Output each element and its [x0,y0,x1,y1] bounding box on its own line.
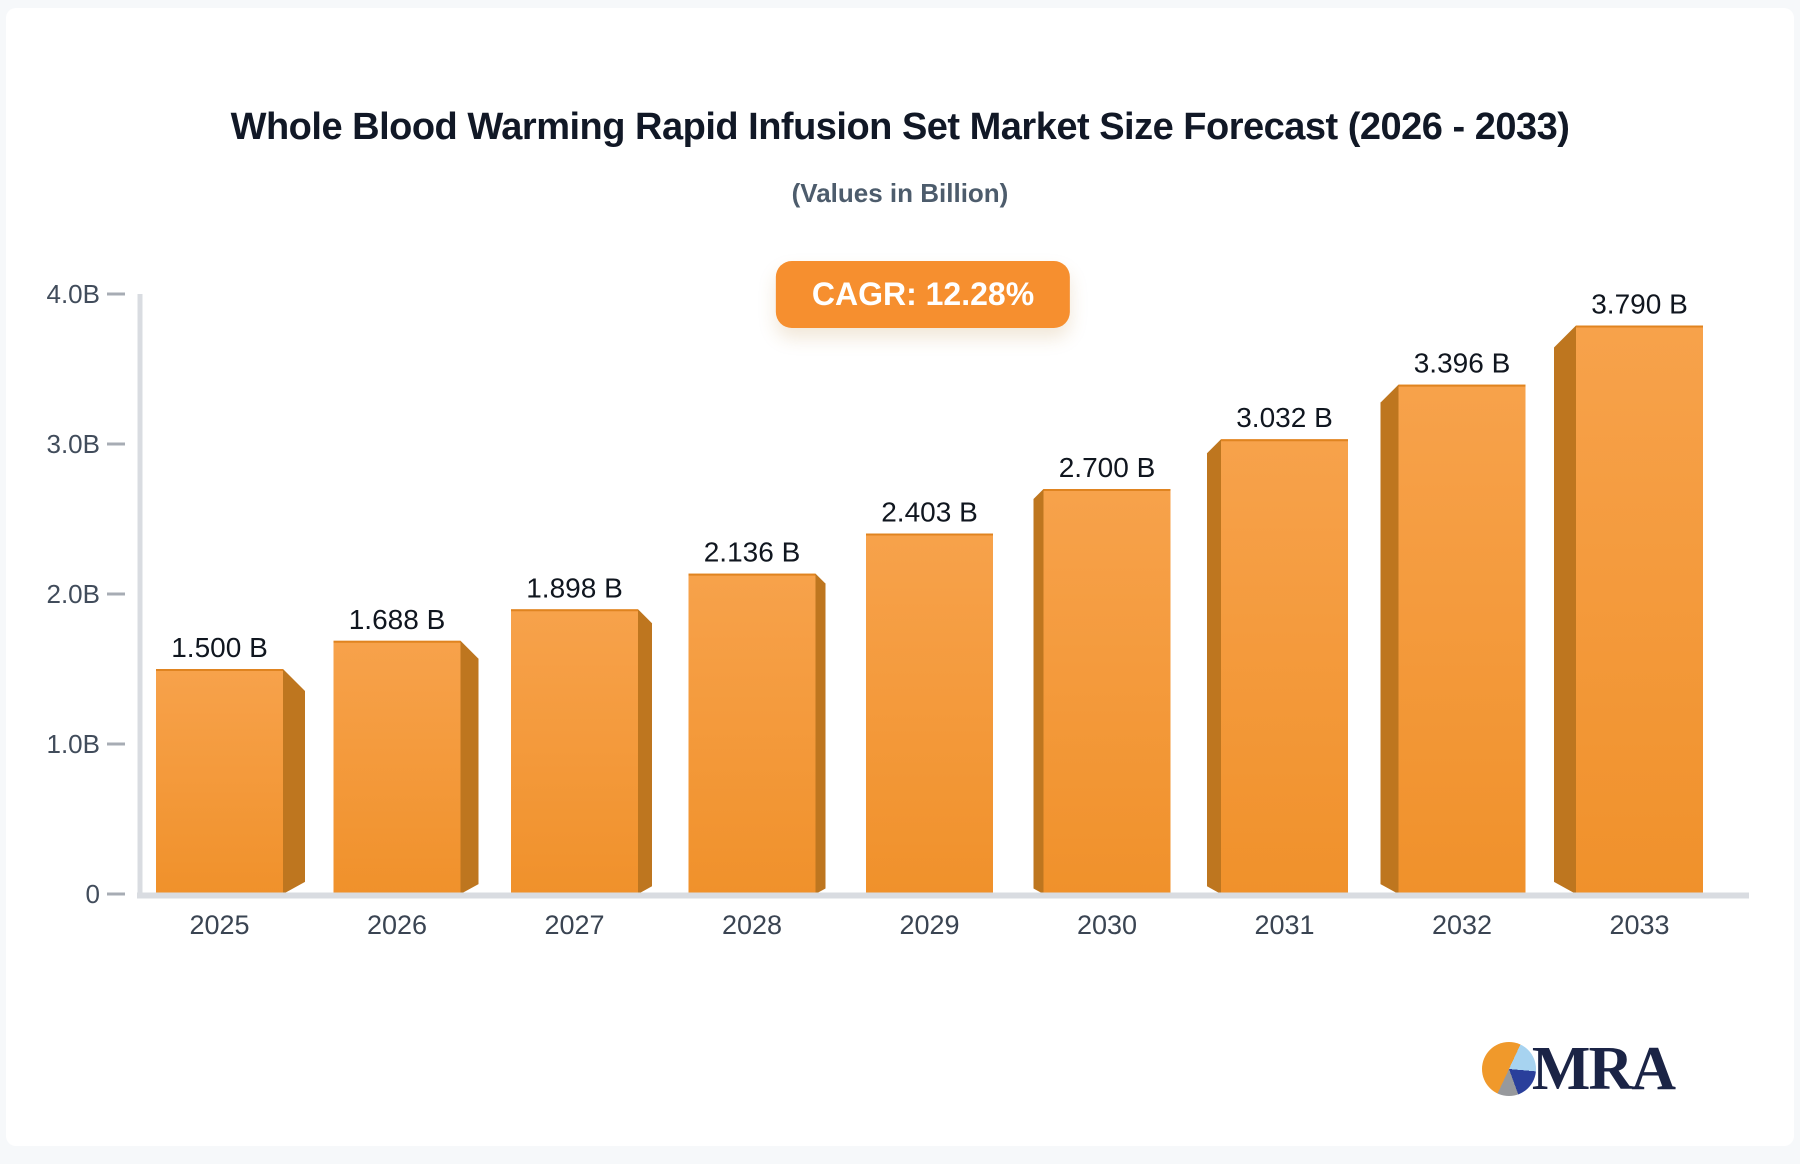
value-label-2032: 3.396 B [1414,348,1511,379]
x-axis-label-2032: 2032 [1432,910,1492,940]
bar-2031 [1221,439,1348,894]
x-axis-label-2028: 2028 [722,910,782,940]
bar-side-face [460,640,479,894]
bar-2033 [1576,325,1703,894]
bar-chart-canvas: 0 1.0B 2.0B 3.0B 4.0B 1.500 B 2025 1.688 B 2026 1… [47,279,1749,940]
bar-2026 [333,640,461,894]
value-label-2031: 3.032 B [1236,402,1333,433]
y-axis-label: 4.0B [47,279,101,309]
logo-text: MRA [1531,1035,1676,1103]
value-label-2027: 1.898 B [526,572,623,603]
bar-side-face [638,609,652,894]
bar-2032 [1398,384,1526,894]
bar-side-face [1554,325,1576,894]
pie-chart-logo-icon [1481,1042,1536,1096]
bar-2027 [511,609,638,894]
value-label-2025: 1.500 B [171,632,268,663]
x-axis-label-2029: 2029 [899,910,959,940]
x-axis-label-2030: 2030 [1077,910,1137,940]
x-axis-label-2031: 2031 [1254,910,1314,940]
y-axis-label: 2.0B [47,579,101,609]
bar-2030 [1043,489,1171,894]
bar-2029 [866,533,993,894]
value-label-2029: 2.403 B [881,497,978,528]
chart-card: Whole Blood Warming Rapid Infusion Set M… [6,8,1794,1146]
bar-side-face [1207,439,1221,894]
value-label-2030: 2.700 B [1059,452,1156,483]
bar-side-face [283,669,305,894]
value-label-2026: 1.688 B [349,604,446,635]
x-axis-label-2027: 2027 [544,910,604,940]
chart-title: Whole Blood Warming Rapid Infusion Set M… [230,106,1570,148]
bar-2025 [156,669,283,894]
y-axis-label: 3.0B [47,429,101,459]
value-label-2033: 3.790 B [1591,289,1688,320]
bar-side-face [1033,489,1044,894]
x-axis-label-2033: 2033 [1609,910,1669,940]
y-axis-label: 0 [86,879,100,909]
y-axis-label: 1.0B [47,729,101,759]
cagr-badge: CAGR: 12.28% [775,261,1071,328]
mra-logo: MRA [1481,1035,1676,1103]
bar-side-face [815,573,826,894]
x-axis-label-2025: 2025 [189,910,249,940]
value-label-2028: 2.136 B [704,537,801,568]
chart-subtitle: (Values in Billion) [791,178,1009,208]
bar-2028 [688,573,816,894]
bar-side-face [1380,384,1399,894]
x-axis-label-2026: 2026 [367,910,427,940]
